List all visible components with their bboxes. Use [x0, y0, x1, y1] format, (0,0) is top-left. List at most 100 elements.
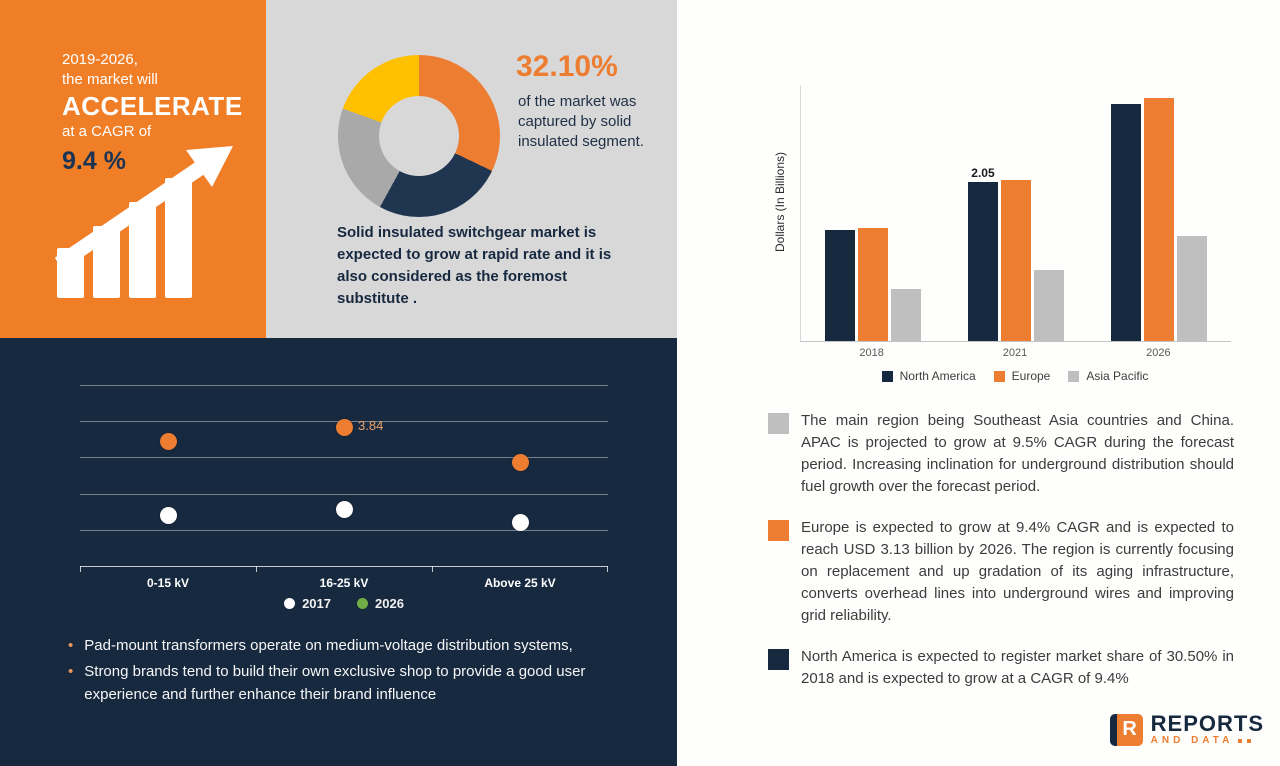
cagr-period: 2019-2026, [62, 51, 138, 68]
bar-group: 2.05 [944, 85, 1087, 341]
dot-chart-panel: 3.84 0-15 kV 16-25 kV Above 25 kV 2017 2026… [0, 338, 677, 766]
cagr-line2: the market will [62, 71, 158, 88]
legend-label: 2026 [375, 596, 404, 611]
bullet-icon [68, 660, 73, 706]
logo-dot [1247, 738, 1252, 743]
insight-marker-europe [768, 520, 789, 541]
legend-label: Europe [1011, 369, 1051, 383]
bar-column [1033, 85, 1064, 341]
data-point-2026 [512, 454, 529, 472]
regional-panel: Dollars (In Billions) 2.05 2018 2021 2026 … [677, 0, 1280, 766]
gridline [80, 566, 608, 567]
category-label: 2026 [1146, 347, 1171, 359]
legend-item: North America [881, 369, 976, 383]
bar-column: 2.05 [967, 85, 998, 341]
bar-asia-pacific [1033, 269, 1064, 341]
legend-label: 2017 [302, 596, 331, 611]
cagr-text-block: 2019-2026, the market will ACCELERATE at… [62, 50, 243, 176]
legend-item: Europe [993, 369, 1051, 383]
bar-chart-categories: 2018 2021 2026 [800, 347, 1230, 359]
regional-insights: The main region being Southeast Asia cou… [768, 410, 1234, 709]
gridline [80, 385, 608, 386]
logo-r-icon: R [1109, 713, 1143, 746]
legend-item: Asia Pacific [1068, 369, 1148, 383]
bullet-icon [68, 634, 73, 657]
legend-label: North America [899, 369, 976, 383]
axis-tick [432, 566, 433, 572]
bar-europe [857, 227, 888, 341]
growth-arrow-icon [55, 146, 233, 298]
key-point-text: Strong brands tend to build their own ex… [84, 663, 586, 703]
category-label: 16-25 kV [319, 576, 369, 590]
cagr-panel: 2019-2026, the market will ACCELERATE at… [0, 0, 266, 338]
logo-title: REPORTS [1150, 711, 1264, 736]
bar-chart: 2.05 [800, 85, 1231, 342]
dot-plot-legend: 2017 2026 [80, 596, 608, 611]
insight-text: The main region being Southeast Asia cou… [801, 412, 1234, 495]
bar-north-america [824, 230, 855, 341]
insight-marker-north-america [768, 649, 789, 670]
bar-asia-pacific [890, 289, 921, 341]
bar-value-label: 2.05 [971, 165, 995, 180]
y-axis-label: Dollars (In Billions) [773, 151, 787, 252]
legend-item: 2026 [357, 596, 404, 611]
bar-north-america [1111, 104, 1142, 341]
dot-plot-categories: 0-15 kV 16-25 kV Above 25 kV [80, 576, 608, 590]
axis-tick [256, 566, 257, 572]
category-label: 2021 [1002, 347, 1028, 359]
logo-subtitle: AND DATA [1150, 735, 1234, 746]
data-point-2017 [512, 513, 529, 531]
legend-label: Asia Pacific [1086, 369, 1149, 383]
insight-text: North America is expected to register ma… [801, 648, 1234, 687]
bar-column [1144, 85, 1175, 341]
insight-item: North America is expected to register ma… [768, 646, 1234, 690]
cagr-value: 9.4 % [62, 147, 126, 175]
legend-marker [881, 370, 893, 382]
axis-tick [80, 566, 81, 572]
point-label: 3.84 [358, 417, 384, 433]
gridline [80, 457, 608, 459]
bar-column [1000, 85, 1031, 341]
legend-marker [284, 598, 296, 609]
bar-column [1111, 85, 1142, 341]
legend-marker [1068, 370, 1080, 382]
data-point-2026 [160, 433, 177, 451]
market-share-desc: of the market was captured by solid insu… [518, 93, 644, 150]
bar-chart-legend: North America Europe Asia Pacific [800, 369, 1230, 383]
bar-column [824, 85, 855, 341]
donut-chart [338, 55, 500, 217]
insight-item: Europe is expected to grow at 9.4% CAGR … [768, 517, 1234, 627]
market-share-percent: 32.10% [516, 50, 618, 83]
category-label: 2018 [859, 347, 884, 359]
logo-dot [1238, 738, 1243, 743]
logo-subtitle-row: AND DATA [1151, 735, 1264, 746]
brand-logo: R REPORTS AND DATA [1109, 711, 1264, 747]
bar-europe [1144, 98, 1175, 341]
accelerate-text: ACCELERATE [62, 91, 243, 121]
logo-text-block: REPORTS AND DATA [1150, 711, 1264, 747]
key-point: Strong brands tend to build their own ex… [68, 660, 630, 706]
bar-group [1088, 85, 1231, 341]
legend-marker [993, 370, 1005, 382]
donut-hole [379, 96, 459, 176]
axis-tick [607, 566, 608, 572]
insight-text: Europe is expected to grow at 9.4% CAGR … [801, 519, 1234, 624]
key-point: Pad-mount transformers operate on medium… [68, 634, 630, 657]
bar-north-america [967, 181, 998, 341]
bar-column [857, 85, 888, 341]
data-point-2026 [336, 418, 353, 436]
dot-plot: 3.84 [80, 385, 608, 572]
insight-item: The main region being Southeast Asia cou… [768, 410, 1234, 498]
gridline [80, 529, 608, 531]
legend-item: 2017 [284, 596, 331, 611]
bar-asia-pacific [1177, 235, 1208, 341]
data-point-2017 [160, 507, 177, 525]
data-point-2017 [336, 501, 353, 519]
category-label: 0-15 kV [146, 576, 190, 590]
legend-marker [357, 598, 368, 609]
category-label: Above 25 kV [484, 576, 556, 590]
bar-group [801, 85, 944, 341]
insight-marker-asia-pacific [768, 413, 789, 434]
donut-panel: 32.10% of the market was captured by sol… [266, 0, 677, 338]
gridline [80, 493, 608, 495]
